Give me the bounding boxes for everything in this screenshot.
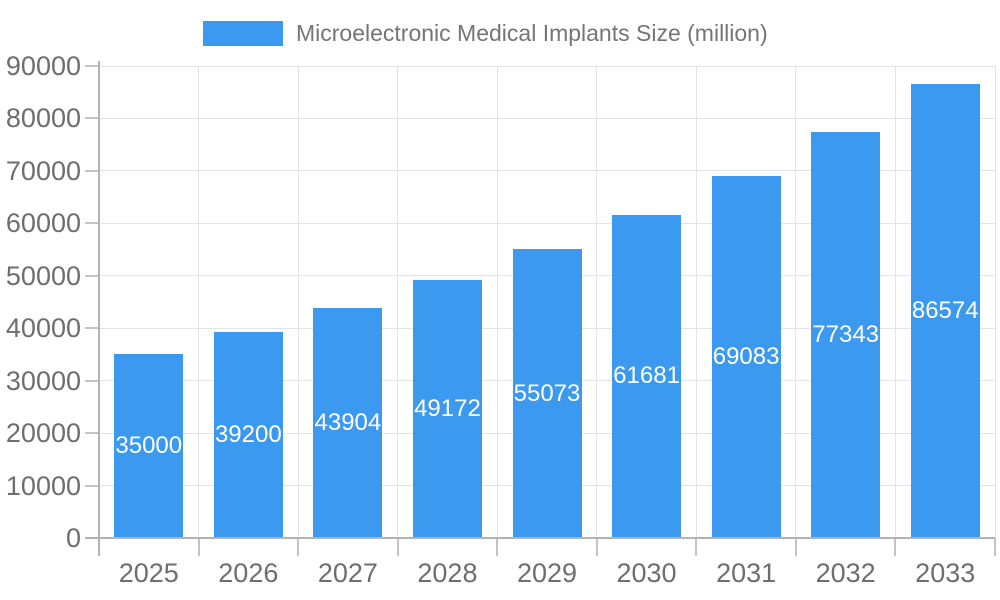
bar-value-label: 39200 bbox=[214, 421, 282, 449]
bar-value-label: 61681 bbox=[613, 362, 680, 390]
x-gridline bbox=[994, 66, 996, 538]
y-gridline bbox=[99, 170, 995, 172]
y-tick-label: 60000 bbox=[5, 208, 81, 239]
y-tick-label: 50000 bbox=[5, 260, 81, 291]
x-gridline bbox=[596, 66, 598, 538]
bar-value-label: 43904 bbox=[314, 408, 382, 436]
x-gridline bbox=[695, 66, 697, 538]
y-tick-label: 90000 bbox=[5, 51, 81, 81]
x-tick-label: 2026 bbox=[218, 558, 279, 588]
bar-value-label: 55073 bbox=[513, 379, 581, 407]
y-axis-tick bbox=[85, 222, 99, 225]
bar-value-label: 49172 bbox=[414, 395, 481, 423]
x-tick-label: 2032 bbox=[815, 558, 876, 588]
bar: 69083 bbox=[711, 175, 781, 538]
bar: 43904 bbox=[313, 307, 383, 538]
x-axis-tick bbox=[894, 538, 897, 556]
x-axis-tick bbox=[396, 538, 399, 556]
x-gridline bbox=[297, 66, 299, 538]
y-axis-tick bbox=[85, 65, 99, 67]
y-axis-tick bbox=[85, 432, 99, 435]
x-axis-tick bbox=[496, 538, 499, 556]
y-tick-label: 40000 bbox=[5, 313, 81, 344]
bar-value-label: 77343 bbox=[812, 321, 880, 349]
y-gridline bbox=[99, 117, 995, 119]
y-gridline bbox=[99, 65, 995, 67]
x-axis-line bbox=[85, 537, 995, 539]
y-axis-tick bbox=[85, 274, 99, 277]
bar: 55073 bbox=[512, 249, 582, 538]
x-axis-tick bbox=[695, 538, 698, 556]
x-tick-label: 2027 bbox=[317, 558, 378, 588]
x-tick-label: 2028 bbox=[417, 558, 478, 588]
x-tick-label: 2033 bbox=[915, 558, 976, 588]
bar: 61681 bbox=[612, 214, 682, 538]
legend-label: Microelectronic Medical Implants Size (m… bbox=[296, 20, 768, 46]
x-gridline bbox=[198, 66, 200, 538]
legend[interactable]: Microelectronic Medical Implants Size (m… bbox=[203, 18, 768, 48]
x-axis-tick bbox=[595, 538, 598, 556]
bar-value-label: 69083 bbox=[712, 342, 780, 370]
plot-area: 35000 39200 43904 49172 55073 61681 69083 77343… bbox=[99, 65, 996, 538]
y-gridline bbox=[99, 222, 995, 224]
bar: 49172 bbox=[412, 280, 482, 538]
bar: 35000 bbox=[114, 354, 184, 538]
bar: 39200 bbox=[213, 332, 283, 538]
x-axis-tick bbox=[994, 538, 996, 556]
x-axis-tick bbox=[197, 538, 200, 556]
y-tick-label: 80000 bbox=[5, 103, 81, 134]
bar-value-label: 35000 bbox=[115, 432, 183, 460]
legend-swatch bbox=[203, 20, 283, 46]
x-tick-label: 2029 bbox=[516, 558, 578, 588]
y-tick-label: 70000 bbox=[5, 155, 81, 186]
x-axis-tick bbox=[297, 538, 300, 556]
x-axis-tick bbox=[794, 538, 797, 556]
y-axis-tick bbox=[85, 484, 99, 487]
y-axis-line bbox=[98, 61, 100, 556]
x-gridline bbox=[795, 66, 797, 538]
x-gridline bbox=[894, 66, 896, 538]
y-axis-tick bbox=[85, 117, 99, 120]
x-tick-label: 2031 bbox=[716, 558, 777, 588]
y-axis-tick bbox=[85, 379, 99, 382]
y-tick-label: 10000 bbox=[5, 470, 81, 501]
x-gridline bbox=[397, 66, 399, 538]
bar: 86574 bbox=[910, 83, 980, 538]
x-gridline bbox=[496, 66, 498, 538]
x-tick-label: 2030 bbox=[616, 558, 677, 588]
y-axis-tick bbox=[85, 169, 99, 172]
y-tick-label: 30000 bbox=[5, 365, 81, 396]
bar-value-label: 86574 bbox=[911, 296, 979, 324]
y-axis-tick bbox=[85, 327, 99, 330]
y-tick-label: 0 bbox=[65, 523, 81, 553]
x-tick-label: 2025 bbox=[118, 558, 179, 588]
bar: 77343 bbox=[811, 132, 881, 538]
y-tick-label: 20000 bbox=[5, 418, 81, 449]
